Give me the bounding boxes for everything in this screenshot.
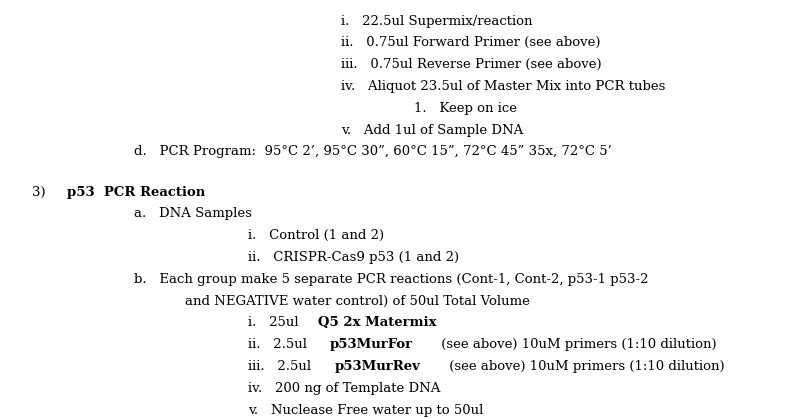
Text: p53MurRev: p53MurRev [334,360,420,373]
Text: (see above) 10uM primers (1:10 dilution): (see above) 10uM primers (1:10 dilution) [445,360,724,373]
Text: p53MurFor: p53MurFor [329,338,412,351]
Text: 1.   Keep on ice: 1. Keep on ice [414,102,517,115]
Text: iv.   200 ng of Template DNA: iv. 200 ng of Template DNA [247,382,440,395]
Text: a.   DNA Samples: a. DNA Samples [134,207,251,220]
Text: (see above) 10uM primers (1:10 dilution): (see above) 10uM primers (1:10 dilution) [436,338,715,351]
Text: i.   25ul: i. 25ul [247,316,303,329]
Text: ii.   2.5ul: ii. 2.5ul [247,338,311,351]
Text: i.   Control (1 and 2): i. Control (1 and 2) [247,229,384,242]
Text: p53  PCR Reaction: p53 PCR Reaction [67,186,204,199]
Text: v.   Nuclease Free water up to 50ul: v. Nuclease Free water up to 50ul [247,403,483,416]
Text: iii.   2.5ul: iii. 2.5ul [247,360,315,373]
Text: 3): 3) [32,186,58,199]
Text: ii.   0.75ul Forward Primer (see above): ii. 0.75ul Forward Primer (see above) [341,36,600,49]
Text: d.   PCR Program:  95°C 2’, 95°C 30”, 60°C 15”, 72°C 45” 35x, 72°C 5’: d. PCR Program: 95°C 2’, 95°C 30”, 60°C … [134,145,611,158]
Text: i.   22.5ul Supermix/reaction: i. 22.5ul Supermix/reaction [341,15,532,28]
Text: b.   Each group make 5 separate PCR reactions (Cont-1, Cont-2, p53-1 p53-2: b. Each group make 5 separate PCR reacti… [134,273,648,286]
Text: ii.   CRISPR-Cas9 p53 (1 and 2): ii. CRISPR-Cas9 p53 (1 and 2) [247,251,458,264]
Text: Q5 2x Matermix: Q5 2x Matermix [318,316,436,329]
Text: and NEGATIVE water control) of 50ul Total Volume: and NEGATIVE water control) of 50ul Tota… [185,295,530,308]
Text: iv.   Aliquot 23.5ul of Master Mix into PCR tubes: iv. Aliquot 23.5ul of Master Mix into PC… [341,80,664,93]
Text: v.   Add 1ul of Sample DNA: v. Add 1ul of Sample DNA [341,124,522,137]
Text: iii.   0.75ul Reverse Primer (see above): iii. 0.75ul Reverse Primer (see above) [341,58,601,71]
